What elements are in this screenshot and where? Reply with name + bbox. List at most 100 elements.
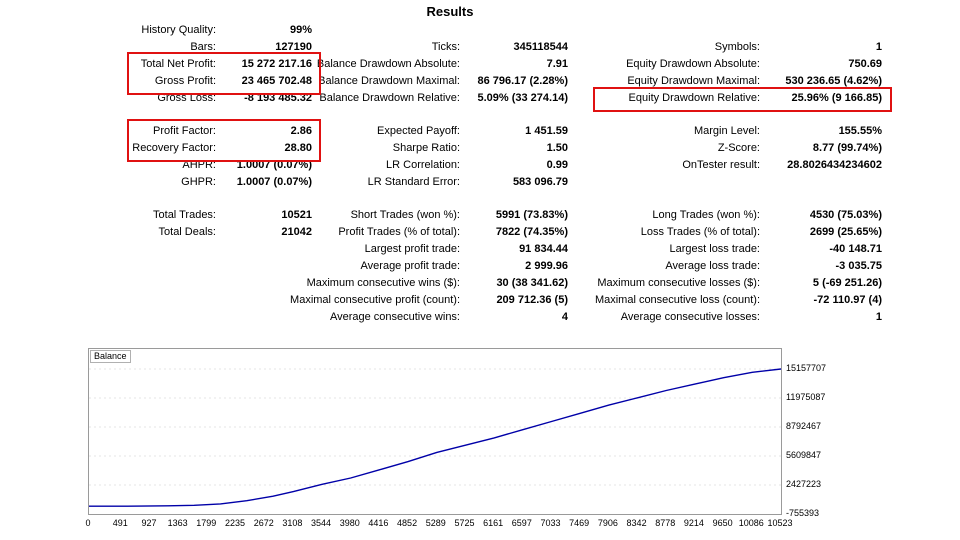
- y-axis-tick: -755393: [786, 508, 820, 518]
- stat-row: Maximum consecutive wins ($): 30 (38 341…: [230, 275, 568, 292]
- stat-value: 1.0007 (0.07%): [236, 176, 312, 188]
- stat-value: 530 236.65 (4.62%): [785, 75, 882, 87]
- stat-label: Total Deals:: [158, 226, 216, 238]
- stat-row: Loss Trades (% of total): 2699 (25.65%): [545, 224, 882, 241]
- x-axis-tick: 10086: [738, 518, 764, 528]
- stat-label: Margin Level:: [693, 125, 760, 137]
- stat-row: Equity Drawdown Absolute: 750.69: [545, 56, 882, 73]
- stat-value: -72 110.97 (4): [813, 294, 883, 306]
- stat-label: Gross Loss:: [157, 92, 216, 104]
- stat-value: 1 451.59: [525, 125, 568, 137]
- x-axis-tick: 6597: [511, 518, 532, 528]
- stat-value: 2 999.96: [525, 260, 568, 272]
- stat-row: Total Net Profit: 15 272 217.16: [50, 56, 312, 73]
- stat-value: 2.86: [290, 125, 312, 137]
- x-axis-tick: 2235: [224, 518, 245, 528]
- x-axis-tick: 7469: [569, 518, 590, 528]
- stat-value: 2699 (25.65%): [809, 226, 882, 238]
- x-axis-tick: 7033: [540, 518, 561, 528]
- stat-value: 21042: [281, 226, 312, 238]
- stat-value: 28.8026434234602: [787, 159, 882, 171]
- stat-value: 1.0007 (0.07%): [236, 159, 312, 171]
- x-axis-tick: 7906: [597, 518, 618, 528]
- stat-row: Profit Trades (% of total): 7822 (74.35%…: [230, 224, 568, 241]
- stat-label: LR Correlation:: [386, 159, 460, 171]
- stat-value: 1: [875, 41, 882, 53]
- y-axis-tick: 15157707: [786, 363, 827, 373]
- stat-value: 23 465 702.48: [241, 75, 312, 87]
- stat-row: Average loss trade: -3 035.75: [545, 258, 882, 275]
- stat-row: Largest profit trade: 91 834.44: [230, 241, 568, 258]
- stat-row: Maximal consecutive profit (count): 209 …: [230, 292, 568, 309]
- stat-row: Balance Drawdown Maximal: 86 796.17 (2.2…: [230, 73, 568, 90]
- stat-row: GHPR: 1.0007 (0.07%): [50, 174, 312, 191]
- stat-row: AHPR: 1.0007 (0.07%): [50, 157, 312, 174]
- x-axis-tick: 491: [112, 518, 128, 528]
- stat-label: Balance Drawdown Maximal:: [318, 75, 460, 87]
- stat-label: Maximum consecutive wins ($):: [306, 277, 460, 289]
- stat-row: Balance Drawdown Absolute: 7.91: [230, 56, 568, 73]
- stat-value: -8 193 485.32: [244, 92, 312, 104]
- x-axis-tick: 927: [141, 518, 157, 528]
- balance-chart: Balance: [88, 348, 782, 515]
- stat-row: [545, 22, 882, 39]
- stat-label: Profit Factor:: [153, 125, 216, 137]
- stat-value: 28.80: [284, 142, 312, 154]
- stat-label: Loss Trades (% of total):: [640, 226, 760, 238]
- stat-label: LR Standard Error:: [367, 176, 460, 188]
- stats-column-middle: Ticks: 345118544 Balance Drawdown Absolu…: [230, 22, 568, 326]
- stat-label: Total Net Profit:: [140, 58, 216, 70]
- stat-row: Recovery Factor: 28.80: [50, 140, 312, 157]
- stat-label: Balance Drawdown Relative:: [319, 92, 460, 104]
- stat-label: Z-Score:: [717, 142, 760, 154]
- balance-curve-svg: [89, 368, 782, 507]
- stat-row: Symbols: 1: [545, 39, 882, 56]
- stat-label: GHPR:: [181, 176, 216, 188]
- stat-row: LR Standard Error: 583 096.79: [230, 174, 568, 191]
- x-axis-tick: 5725: [454, 518, 475, 528]
- stat-row: Maximum consecutive losses ($): 5 (-69 2…: [545, 275, 882, 292]
- stat-label: Largest profit trade:: [364, 243, 460, 255]
- x-axis-tick: 2672: [253, 518, 274, 528]
- stat-value: 209 712.36 (5): [496, 294, 568, 306]
- x-axis-tick: 6161: [483, 518, 504, 528]
- stat-value: 583 096.79: [512, 176, 568, 188]
- stat-row: Balance Drawdown Relative: 5.09% (33 274…: [230, 90, 568, 107]
- x-axis-labels: 0 491 927 1363 1799 2235 2672 3108 3544 3980 4416 4…: [85, 518, 792, 530]
- x-axis-tick: 10523: [767, 518, 793, 528]
- stat-row: Long Trades (won %): 4530 (75.03%): [545, 207, 882, 224]
- stats-column-right: Symbols: 1 Equity Drawdown Absolute: 750…: [545, 22, 882, 326]
- stat-row: Ticks: 345118544: [230, 39, 568, 56]
- stat-label: Ticks:: [431, 41, 460, 53]
- stat-value: 5.09% (33 274.14): [477, 92, 568, 104]
- stat-row: Equity Drawdown Relative: 25.96% (9 166.…: [545, 90, 882, 107]
- stat-label: Long Trades (won %):: [652, 209, 760, 221]
- stat-value: 750.69: [848, 58, 882, 70]
- stat-row: Total Trades: 10521: [50, 207, 312, 224]
- stat-label: Equity Drawdown Maximal:: [627, 75, 760, 87]
- stat-label: Average consecutive losses:: [620, 311, 760, 323]
- stat-value: 1.50: [546, 142, 568, 154]
- stat-value: 0.99: [546, 159, 568, 171]
- stat-label: [230, 22, 460, 39]
- x-axis-tick: 8778: [655, 518, 676, 528]
- stat-value: 86 796.17 (2.28%): [477, 75, 568, 87]
- stat-label: Maximal consecutive loss (count):: [594, 294, 760, 306]
- y-axis-labels: 15157707 11975087 8792467 5609847 2427223 -75…: [786, 348, 846, 520]
- x-axis-tick: 3980: [339, 518, 360, 528]
- stats-column-left: History Quality: 99% Bars: 127190 Total …: [50, 22, 312, 241]
- x-axis-tick: 0: [85, 518, 91, 528]
- stat-value: [772, 22, 882, 39]
- stat-label: Equity Drawdown Relative:: [628, 92, 760, 104]
- stat-value: 15 272 217.16: [241, 58, 312, 70]
- stat-value: 25.96% (9 166.85): [791, 92, 882, 104]
- stat-row: Gross Profit: 23 465 702.48: [50, 73, 312, 90]
- stat-label: Balance Drawdown Absolute:: [316, 58, 460, 70]
- x-axis-tick: 3544: [311, 518, 332, 528]
- stat-row: Profit Factor: 2.86: [50, 123, 312, 140]
- stat-value: 99%: [289, 24, 312, 36]
- stat-row: Maximal consecutive loss (count): -72 11…: [545, 292, 882, 309]
- stat-value: 4: [561, 311, 568, 323]
- stat-value: 91 834.44: [519, 243, 568, 255]
- stat-row: [545, 174, 882, 191]
